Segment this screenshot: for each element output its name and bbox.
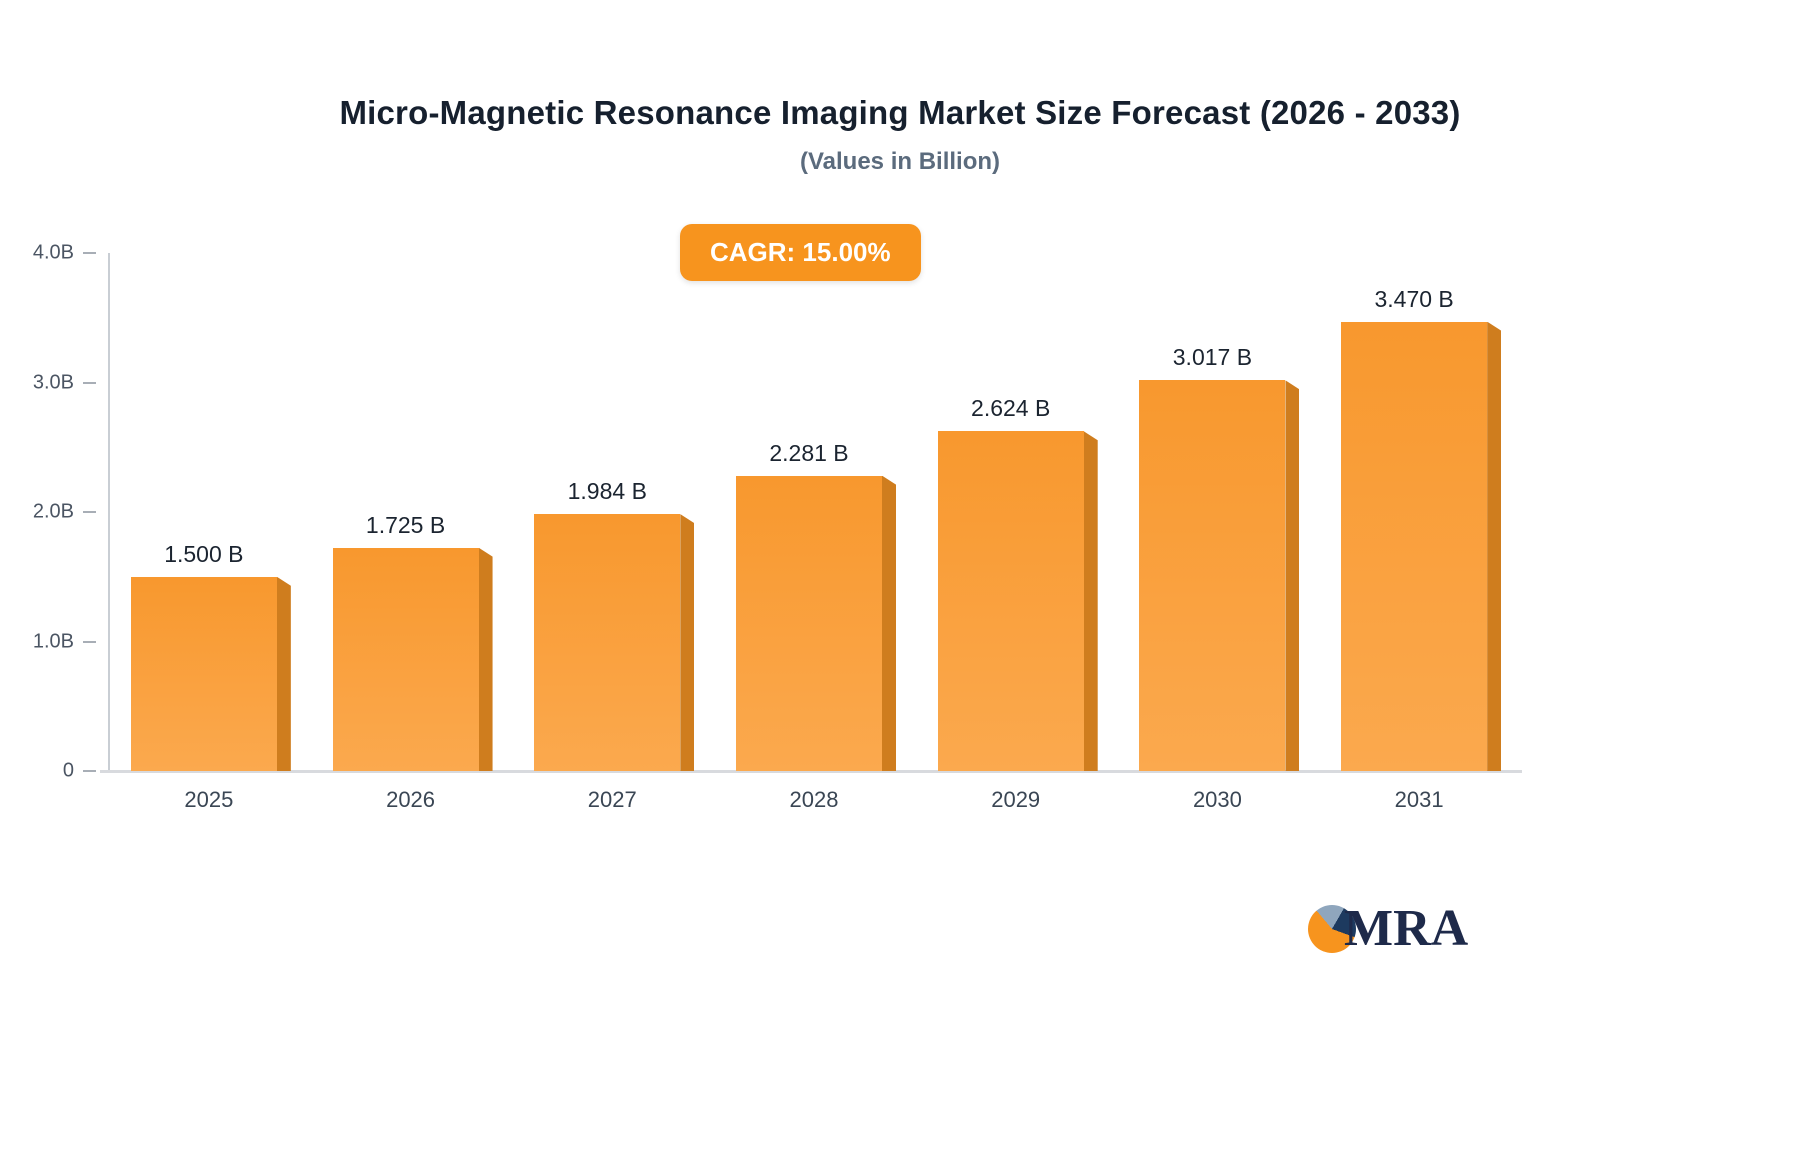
x-tick-label: 2025 [184,787,234,812]
chart-subtitle: (Values in Billion) [799,148,1001,175]
bar-value-label: 1.725 B [365,511,446,538]
x-tick-label: 2031 [1394,787,1444,812]
bar-2029: 2.624 B [937,395,1098,771]
bar-2028: 2.281 B [736,440,896,771]
bar-2030: 3.017 B [1139,344,1300,771]
x-axis: 2025 2026 2027 2028 2029 2030 2031 [108,787,1520,817]
bar-value-label: 1.500 B [164,540,244,567]
bar-side-shadow [1083,431,1098,771]
plot-area: 1.500 B 1.725 B 1.984 B 2.281 B 2.624 B 3.017… [100,253,1522,773]
x-tick-label: 2026 [386,787,436,812]
bar-value-label: 2.281 B [769,439,849,466]
x-tick-label: 2030 [1192,787,1242,812]
bar-side-shadow [478,547,493,771]
bar-2031: 3.470 B [1341,286,1502,771]
bar-value-label: 2.624 B [971,395,1051,422]
logo-pie-icon [1308,905,1356,953]
y-tick-mark [83,640,96,643]
bar-chart: 4.0B 3.0B 2.0B 1.0B 0 1.500 B 1.725 B 1.984 B 2… [0,242,1800,853]
y-tick-mark [83,770,96,772]
y-tick-label: 1.0B [32,630,74,652]
y-tick-label: 3.0B [32,371,74,393]
bar-face [736,475,882,771]
bar-face [1341,321,1488,771]
bar-2027: 1.984 B [534,478,695,771]
bar-value-label: 1.984 B [567,478,647,505]
bar-side-shadow [882,475,896,771]
bar-face [130,576,277,771]
bar-2025: 1.500 B [130,541,291,771]
y-tick-label: 4.0B [32,241,74,264]
x-tick-label: 2027 [587,787,637,812]
y-tick-label: 2.0B [32,500,74,523]
bar-side-shadow [680,514,695,771]
x-tick-label: 2028 [789,787,839,812]
bar-2026: 1.725 B [332,512,493,771]
cagr-badge-label: CAGR: 15.00% [710,237,891,267]
x-tick-label: 2029 [991,787,1041,812]
y-axis: 4.0B 3.0B 2.0B 1.0B 0 [0,242,108,782]
logo-text: MRA [1344,900,1469,957]
y-tick-label: 0 [62,759,74,782]
logo: MRA [1308,903,1468,955]
y-tick-mark [83,511,96,513]
x-axis-baseline [100,770,1522,773]
bar-side-shadow [276,576,291,771]
y-tick-mark [83,381,96,384]
bar-value-label: 3.017 B [1172,344,1253,371]
bar-side-shadow [1285,380,1300,771]
bar-value-label: 3.470 B [1374,285,1454,312]
bar-face [1139,380,1286,771]
bar-face [937,431,1084,771]
bar-side-shadow [1487,321,1502,771]
y-tick-mark [83,252,96,254]
cagr-badge: CAGR: 15.00% [680,224,921,281]
bar-face [332,547,479,771]
chart-title: Micro-Magnetic Resonance Imaging Market … [339,94,1461,131]
bar-face [534,514,681,771]
